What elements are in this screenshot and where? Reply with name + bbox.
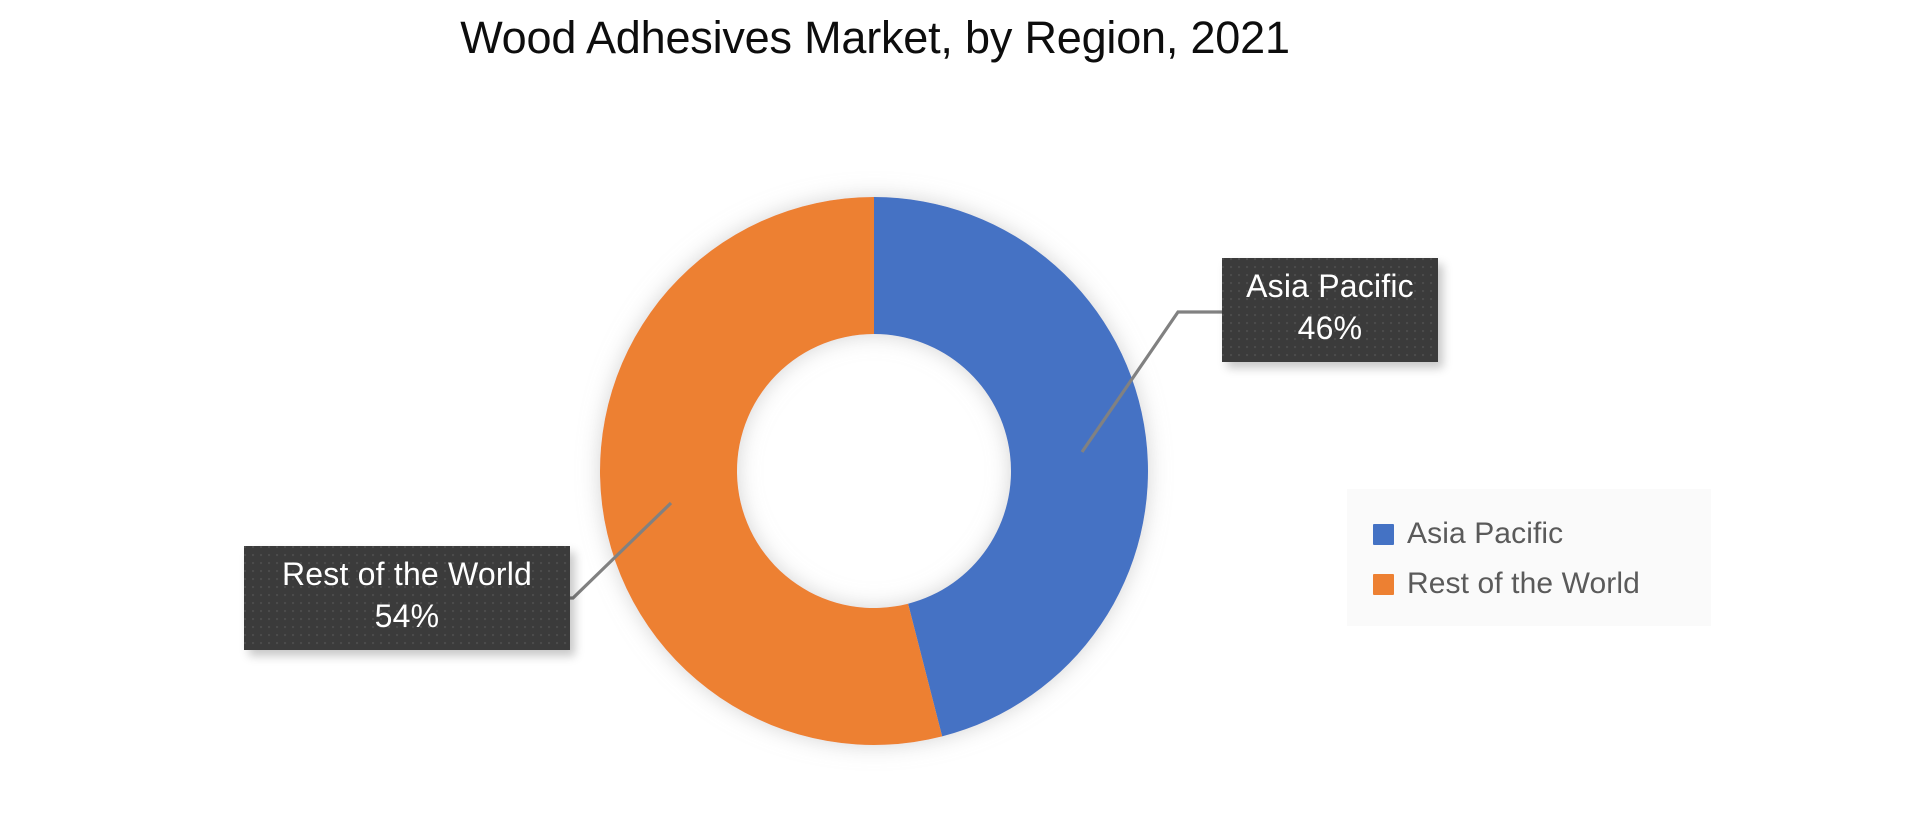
- chart-legend: Asia Pacific Rest of the World: [1347, 489, 1711, 626]
- legend-label-rest-of-the-world: Rest of the World: [1407, 567, 1640, 600]
- data-label-asia-pacific-name: Asia Pacific: [1246, 268, 1414, 305]
- data-label-rest-of-the-world[interactable]: Rest of the World 54%: [244, 546, 570, 650]
- legend-swatch-icon-asia-pacific: [1373, 523, 1394, 545]
- chart-title: Wood Adhesives Market, by Region, 2021: [460, 12, 1290, 63]
- data-label-asia-pacific-value: 46%: [1297, 310, 1363, 346]
- legend-item-asia-pacific[interactable]: Asia Pacific: [1373, 509, 1711, 559]
- donut-svg: [599, 197, 1148, 746]
- legend-swatch-icon-rest-of-the-world: [1373, 573, 1394, 595]
- donut-slice-rest-of-the-world[interactable]: [599, 197, 943, 746]
- data-label-rest-of-the-world-name: Rest of the World: [281, 556, 533, 593]
- data-label-rest-of-the-world-value: 54%: [374, 598, 440, 634]
- data-label-asia-pacific[interactable]: Asia Pacific 46%: [1222, 258, 1438, 362]
- donut-chart: [560, 157, 1188, 785]
- donut-slices: [599, 197, 1148, 746]
- donut-slice-asia-pacific[interactable]: [874, 197, 1148, 737]
- legend-item-rest-of-the-world[interactable]: Rest of the World: [1373, 559, 1711, 609]
- legend-label-asia-pacific: Asia Pacific: [1407, 517, 1564, 550]
